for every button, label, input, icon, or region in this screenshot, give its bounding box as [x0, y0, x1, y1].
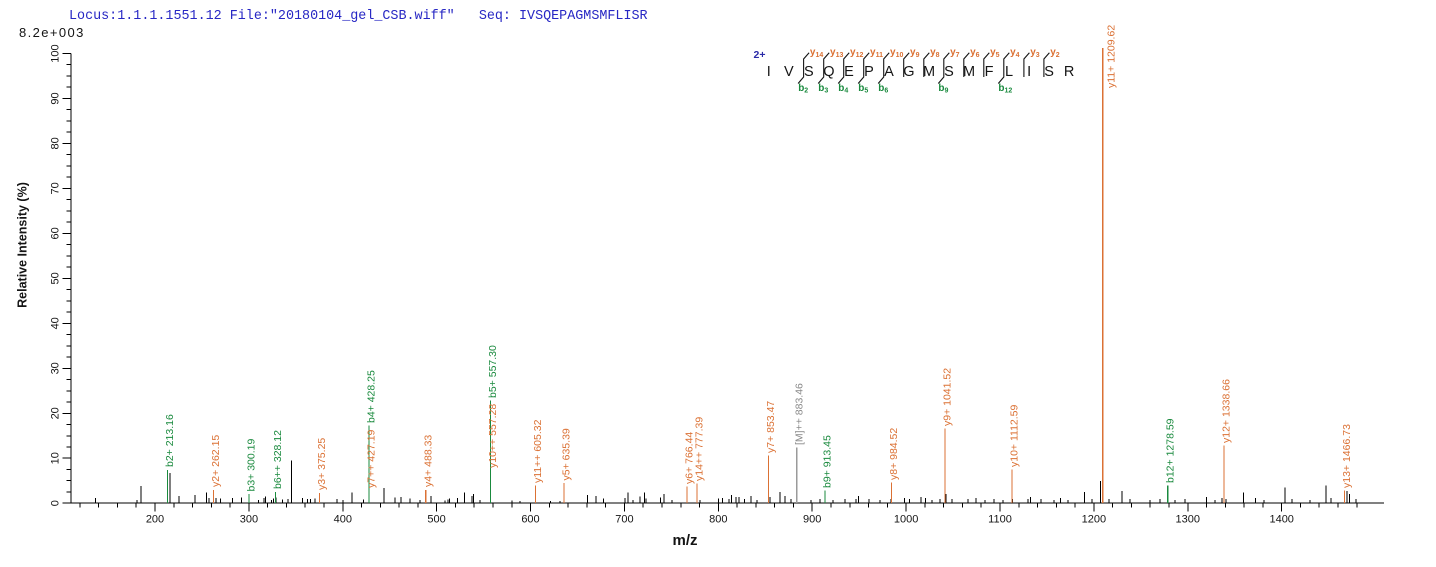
svg-text:900: 900 — [803, 514, 821, 526]
svg-text:y10: y10 — [890, 47, 903, 59]
svg-text:y6: y6 — [970, 47, 980, 59]
svg-text:60: 60 — [50, 227, 62, 239]
svg-text:I: I — [767, 64, 771, 80]
svg-text:y8: y8 — [930, 47, 940, 59]
svg-text:y2+ 262.15: y2+ 262.15 — [210, 435, 222, 487]
svg-text:S: S — [1044, 64, 1054, 80]
svg-text:y9: y9 — [910, 47, 920, 59]
svg-text:y3+ 375.25: y3+ 375.25 — [316, 438, 328, 490]
svg-text:8.2e+003: 8.2e+003 — [19, 25, 85, 40]
svg-text:y11+ 1209.62: y11+ 1209.62 — [1106, 25, 1118, 88]
svg-text:b3: b3 — [818, 83, 828, 95]
svg-text:b4+ 428.25: b4+ 428.25 — [365, 370, 377, 423]
svg-text:b9+ 913.45: b9+ 913.45 — [821, 435, 833, 488]
svg-text:y5+ 635.39: y5+ 635.39 — [560, 428, 572, 480]
svg-text:2+: 2+ — [754, 49, 766, 61]
svg-text:400: 400 — [334, 514, 352, 526]
svg-text:b6: b6 — [878, 83, 888, 95]
svg-text:A: A — [884, 64, 894, 80]
svg-text:1400: 1400 — [1269, 514, 1293, 526]
svg-text:b6++ 328.12: b6++ 328.12 — [272, 430, 284, 489]
svg-text:m/z: m/z — [672, 532, 697, 549]
svg-text:V: V — [784, 64, 794, 80]
svg-text:50: 50 — [50, 272, 62, 284]
svg-text:y7: y7 — [950, 47, 960, 59]
svg-text:10: 10 — [50, 452, 62, 464]
svg-text:300: 300 — [240, 514, 258, 526]
svg-text:y9+ 1041.52: y9+ 1041.52 — [942, 368, 954, 426]
svg-text:y11++ 605.32: y11++ 605.32 — [532, 419, 544, 483]
svg-text:Q: Q — [823, 64, 834, 80]
svg-text:y14: y14 — [810, 47, 823, 59]
svg-text:y8+ 984.52: y8+ 984.52 — [888, 428, 900, 480]
svg-text:500: 500 — [427, 514, 445, 526]
svg-text:30: 30 — [50, 362, 62, 374]
svg-text:y7++ 427.19: y7++ 427.19 — [365, 429, 377, 488]
svg-text:y4: y4 — [1010, 47, 1020, 59]
svg-text:b2+ 213.16: b2+ 213.16 — [164, 414, 176, 467]
svg-text:L: L — [1005, 64, 1013, 80]
svg-text:b2: b2 — [798, 83, 808, 95]
svg-text:b4: b4 — [838, 83, 848, 95]
svg-text:y10+ 1112.59: y10+ 1112.59 — [1008, 404, 1020, 467]
svg-text:y2: y2 — [1050, 47, 1060, 59]
svg-text:G: G — [903, 64, 914, 80]
svg-text:1300: 1300 — [1176, 514, 1200, 526]
svg-text:I: I — [1027, 64, 1031, 80]
svg-text:800: 800 — [709, 514, 727, 526]
svg-text:P: P — [864, 64, 874, 80]
svg-text:100: 100 — [50, 44, 62, 62]
svg-text:S: S — [804, 64, 814, 80]
svg-text:70: 70 — [50, 182, 62, 194]
svg-text:y13: y13 — [830, 47, 843, 59]
svg-text:y12: y12 — [850, 47, 863, 59]
svg-text:200: 200 — [146, 514, 164, 526]
svg-text:M: M — [923, 64, 935, 80]
svg-text:b9: b9 — [938, 83, 948, 95]
svg-text:y4+ 488.33: y4+ 488.33 — [422, 435, 434, 487]
svg-text:M: M — [963, 64, 975, 80]
svg-text:0: 0 — [50, 500, 62, 506]
svg-text:S: S — [944, 64, 954, 80]
svg-text:F: F — [985, 64, 994, 80]
svg-text:1200: 1200 — [1082, 514, 1106, 526]
svg-text:y10++ 557.28: y10++ 557.28 — [487, 404, 499, 468]
svg-text:700: 700 — [615, 514, 633, 526]
svg-text:y11: y11 — [870, 47, 883, 59]
svg-text:90: 90 — [50, 92, 62, 104]
svg-text:1000: 1000 — [894, 514, 918, 526]
svg-text:b5: b5 — [858, 83, 868, 95]
svg-text:b3+ 300.19: b3+ 300.19 — [246, 438, 258, 491]
svg-text:b12+ 1278.59: b12+ 1278.59 — [1164, 418, 1176, 483]
svg-text:Relative Intensity (%): Relative Intensity (%) — [16, 182, 30, 308]
svg-text:80: 80 — [50, 137, 62, 149]
svg-text:20: 20 — [50, 407, 62, 419]
svg-text:y14++ 777.39: y14++ 777.39 — [694, 417, 706, 481]
svg-text:b5+ 557.30: b5+ 557.30 — [487, 345, 499, 398]
svg-text:y3: y3 — [1030, 47, 1040, 59]
svg-text:40: 40 — [50, 317, 62, 329]
svg-text:y5: y5 — [990, 47, 1000, 59]
svg-text:1100: 1100 — [988, 514, 1012, 526]
svg-text:[M]++ 883.46: [M]++ 883.46 — [793, 383, 805, 445]
svg-text:y6+ 766.44: y6+ 766.44 — [683, 432, 695, 484]
svg-text:y7+ 853.47: y7+ 853.47 — [765, 401, 777, 453]
svg-text:E: E — [844, 64, 854, 80]
svg-text:Locus:1.1.1.1551.12 File:"2018: Locus:1.1.1.1551.12 File:"20180104_gel_C… — [69, 9, 648, 24]
svg-text:y12+ 1338.66: y12+ 1338.66 — [1221, 379, 1233, 443]
svg-text:y13+ 1466.73: y13+ 1466.73 — [1341, 424, 1353, 488]
svg-text:R: R — [1064, 64, 1074, 80]
svg-text:600: 600 — [521, 514, 539, 526]
svg-text:b12: b12 — [998, 83, 1012, 95]
